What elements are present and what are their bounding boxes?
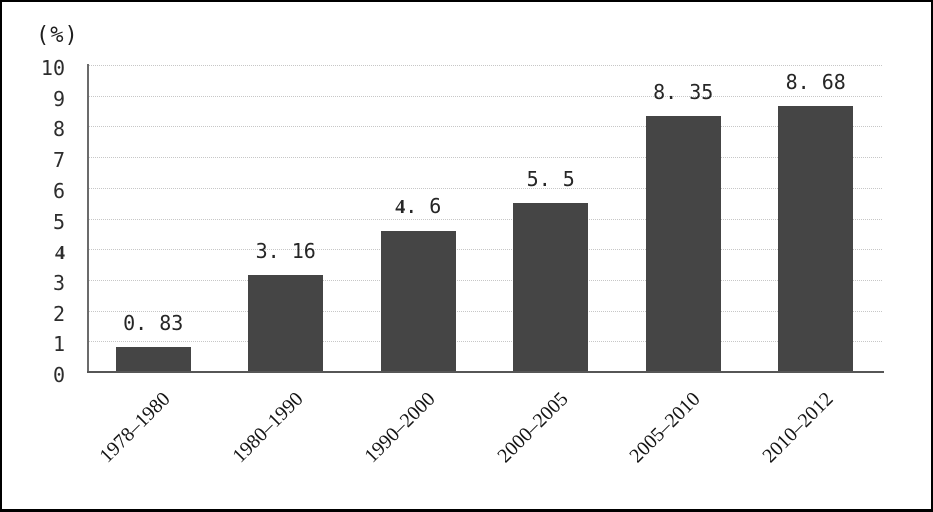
- bar: [248, 275, 324, 372]
- y-axis-tick-label: 2: [52, 301, 65, 326]
- gridline: [87, 310, 882, 312]
- bar-value-label: 8. 68: [785, 69, 846, 94]
- bar: [513, 203, 589, 372]
- y-axis-unit-label: (%): [36, 23, 79, 48]
- gridline: [87, 279, 882, 281]
- bar: [645, 115, 721, 372]
- y-axis-tick-label: 5: [52, 209, 65, 234]
- x-axis-tick-label: 1978–1980: [95, 388, 175, 468]
- x-axis-tick-label: 2010–2012: [758, 388, 838, 468]
- digit-four: 4: [395, 195, 406, 218]
- y-axis-tick-label: 8: [52, 117, 65, 142]
- y-axis-tick-label: 1: [52, 332, 65, 357]
- bar-value-label: 5. 5: [526, 167, 575, 192]
- gridline: [87, 341, 882, 343]
- plot-area: 0. 83 3. 16 4. 6 5. 5 8. 35 8. 68: [87, 65, 882, 372]
- x-axis-tick-label: 2000–2005: [493, 388, 573, 468]
- x-axis: [87, 371, 884, 373]
- gridline: [87, 65, 882, 66]
- y-axis-tick-label: 7: [52, 148, 65, 173]
- y-axis-tick-label: 4: [2, 241, 65, 264]
- x-axis-tick-label: 2005–2010: [625, 388, 705, 468]
- y-axis-tick-label: 6: [52, 178, 65, 203]
- bar-value-label: 3. 16: [255, 239, 316, 263]
- gridline: [87, 126, 882, 128]
- bar: [778, 105, 854, 372]
- y-axis: [87, 64, 89, 372]
- gridline: [87, 218, 882, 220]
- digit-four: 4: [55, 242, 65, 265]
- y-axis-tick-label: 9: [52, 86, 65, 111]
- bar-value-label: 0. 83: [123, 310, 184, 335]
- gridline: [87, 187, 882, 189]
- gridline: [87, 249, 882, 251]
- bar: [115, 346, 191, 372]
- gridline: [87, 157, 882, 159]
- y-axis-tick-label: 0: [52, 363, 65, 387]
- bar-value-label: 4. 6: [395, 193, 442, 218]
- y-axis-tick-label: 10: [40, 56, 65, 80]
- gridline: [87, 95, 882, 97]
- bar-value-label: 8. 35: [653, 79, 714, 104]
- bar: [380, 230, 456, 372]
- x-axis-tick-label: 1990–2000: [360, 388, 440, 468]
- x-axis-tick-label: 1980–1990: [228, 388, 308, 468]
- y-axis-tick-label: 3: [52, 270, 65, 295]
